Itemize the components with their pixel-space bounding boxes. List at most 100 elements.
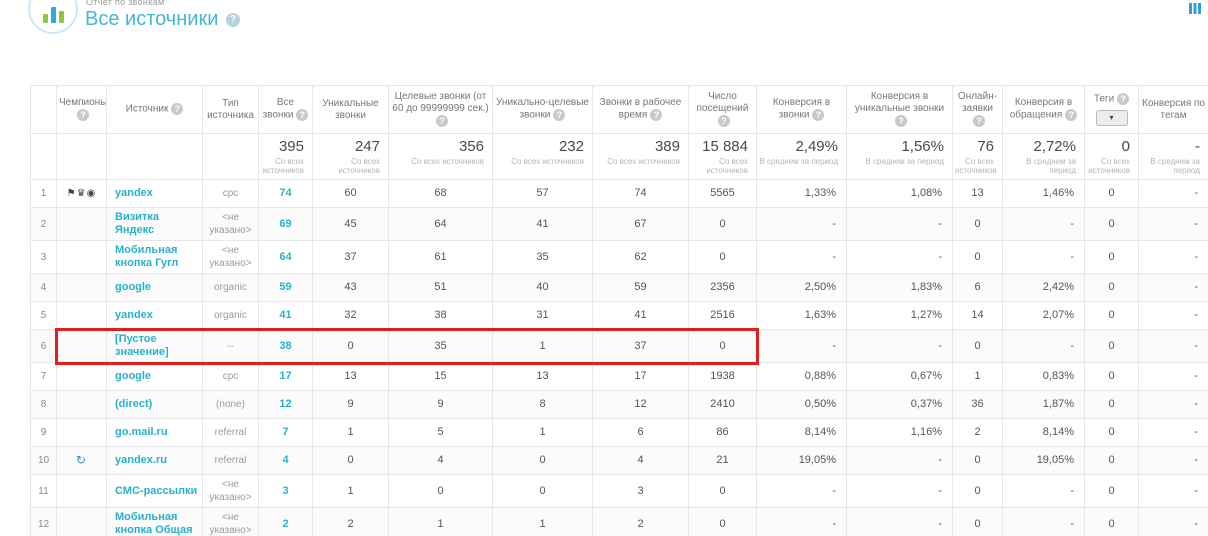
source-link[interactable]: go.mail.ru [106, 418, 203, 447]
help-icon[interactable]: ? [650, 109, 663, 122]
cell-conv_leads: 8,14% [1002, 418, 1085, 447]
source-link[interactable]: (direct) [106, 390, 203, 419]
cell-all_calls[interactable]: 4 [258, 446, 313, 475]
help-icon[interactable]: ? [553, 109, 566, 122]
column-header-target_calls[interactable]: Целевые звонки (от 60 до 99999999 сек.)? [388, 85, 493, 134]
cell-online_leads: 0 [952, 446, 1003, 475]
help-icon[interactable]: ? [1117, 93, 1130, 106]
help-icon[interactable]: ? [718, 115, 730, 128]
cell-all_calls[interactable]: 41 [258, 301, 313, 330]
column-header-unique_target_calls[interactable]: Уникально-целевые звонки? [492, 85, 593, 134]
cell-all_calls[interactable]: 7 [258, 418, 313, 447]
cell-conv_tags: - [1138, 207, 1208, 241]
cell-conv_tags: - [1138, 507, 1208, 536]
column-header-work_time_calls[interactable]: Звонки в рабочее время? [592, 85, 689, 134]
table-row: 2 Визитка Яндекс <не указано> 69 45 64 41 67 0- -… [30, 207, 1208, 241]
source-link[interactable]: yandex [106, 301, 203, 330]
table-header: Чемпионы? Источник? Тип источника Все звонк… [30, 85, 1208, 180]
cell-all_calls[interactable]: 74 [258, 179, 313, 208]
cell-tags: 0 [1084, 446, 1139, 475]
cell-tags: 0 [1084, 273, 1139, 302]
column-header-tags[interactable]: Теги? ▾ [1084, 85, 1139, 134]
summary-value: 395 [278, 138, 304, 155]
summary-value: 2,49% [795, 138, 838, 155]
column-header-all_calls[interactable]: Все звонки? [258, 85, 313, 134]
cell-conv_unique_calls: 1,16% [846, 418, 953, 447]
help-icon[interactable]: ? [436, 115, 448, 128]
cell-num: 6 [30, 329, 57, 363]
summary-caption: Со всех источников [955, 157, 997, 175]
cell-conv_calls: - [756, 207, 847, 241]
cell-all_calls[interactable]: 64 [258, 240, 313, 274]
summary-champions [56, 133, 107, 180]
help-icon[interactable]: ? [1065, 109, 1078, 122]
cell-all_calls[interactable]: 3 [258, 474, 313, 508]
cell-conv_unique_calls: - [846, 507, 953, 536]
cell-all_calls[interactable]: 12 [258, 390, 313, 419]
cell-unique_target_calls: 1 [492, 418, 593, 447]
help-icon[interactable]: ? [973, 115, 985, 128]
cell-conv_leads: - [1002, 207, 1085, 241]
source-link[interactable]: Мобильная кнопка Общая [106, 507, 203, 536]
cell-work_time_calls: 41 [592, 301, 689, 330]
help-icon[interactable]: ? [171, 103, 184, 116]
cell-champions [56, 362, 107, 391]
cell-all_calls[interactable]: 69 [258, 207, 313, 241]
columns-settings-icon[interactable] [1189, 3, 1201, 14]
help-icon[interactable]: ? [226, 13, 240, 27]
source-link[interactable]: yandex [106, 179, 203, 208]
column-header-conv_calls[interactable]: Конверсия в звонки? [756, 85, 847, 134]
summary-caption: Со всех источников [262, 157, 304, 175]
cell-num: 5 [30, 301, 57, 330]
source-link[interactable]: google [106, 362, 203, 391]
cell-unique_target_calls: 40 [492, 273, 593, 302]
cell-unique_target_calls: 8 [492, 390, 593, 419]
cell-conv_leads: - [1002, 240, 1085, 274]
cell-all_calls[interactable]: 38 [258, 329, 313, 363]
source-link[interactable]: Визитка Яндекс [106, 207, 203, 241]
help-icon[interactable]: ? [812, 109, 825, 122]
help-icon[interactable]: ? [296, 109, 309, 122]
cell-online_leads: 0 [952, 474, 1003, 508]
cell-work_time_calls: 59 [592, 273, 689, 302]
source-link[interactable]: [Пустое значение] [106, 329, 203, 363]
cell-conv_leads: 1,46% [1002, 179, 1085, 208]
tags-filter-button[interactable]: ▾ [1095, 109, 1128, 126]
cell-conv_tags: - [1138, 474, 1208, 508]
cell-all_calls[interactable]: 2 [258, 507, 313, 536]
cell-conv_calls: 8,14% [756, 418, 847, 447]
cell-visits: 0 [688, 240, 757, 274]
column-header-type[interactable]: Тип источника [202, 85, 259, 134]
source-link[interactable]: СМС-рассылки [106, 474, 203, 508]
help-icon[interactable]: ? [77, 109, 89, 122]
column-header-conv_leads[interactable]: Конверсия в обращения? [1002, 85, 1085, 134]
cell-target_calls: 9 [388, 390, 493, 419]
source-link[interactable]: yandex.ru [106, 446, 203, 475]
source-link[interactable]: Мобильная кнопка Гугл [106, 240, 203, 274]
column-header-source[interactable]: Источник? [106, 85, 203, 134]
column-header-visits[interactable]: Число посещений? [688, 85, 757, 134]
column-header-unique_calls[interactable]: Уникальные звонки [312, 85, 389, 134]
cell-target_calls: 1 [388, 507, 493, 536]
column-header-conv_tags[interactable]: Конверсия по тегам [1138, 85, 1208, 134]
cell-all_calls[interactable]: 59 [258, 273, 313, 302]
column-header-conv_unique_calls[interactable]: Конверсия в уникальные звонки? [846, 85, 953, 134]
column-header-online_leads[interactable]: Онлайн-заявки? [952, 85, 1003, 134]
cell-all_calls[interactable]: 17 [258, 362, 313, 391]
cell-champions [56, 207, 107, 241]
badge-icon: ◉ [86, 188, 97, 199]
cell-online_leads: 0 [952, 329, 1003, 363]
column-header-champions[interactable]: Чемпионы? [56, 85, 107, 134]
cell-conv_unique_calls: - [846, 240, 953, 274]
cell-unique_target_calls: 1 [492, 329, 593, 363]
source-link[interactable]: google [106, 273, 203, 302]
help-icon[interactable]: ? [895, 115, 907, 128]
column-label: Конверсия в обращения [1009, 97, 1073, 121]
table-body: 1 ⚑♛◉ yandex cpc 74 60 68 57 74 5565 1,33% 1,08% 13 1… [30, 179, 1208, 536]
cell-num: 12 [30, 507, 57, 536]
column-label: Уникальные звонки [322, 97, 379, 121]
summary-type [202, 133, 259, 180]
cell-unique_target_calls: 1 [492, 507, 593, 536]
summary-caption: Со всех источников [411, 157, 484, 166]
